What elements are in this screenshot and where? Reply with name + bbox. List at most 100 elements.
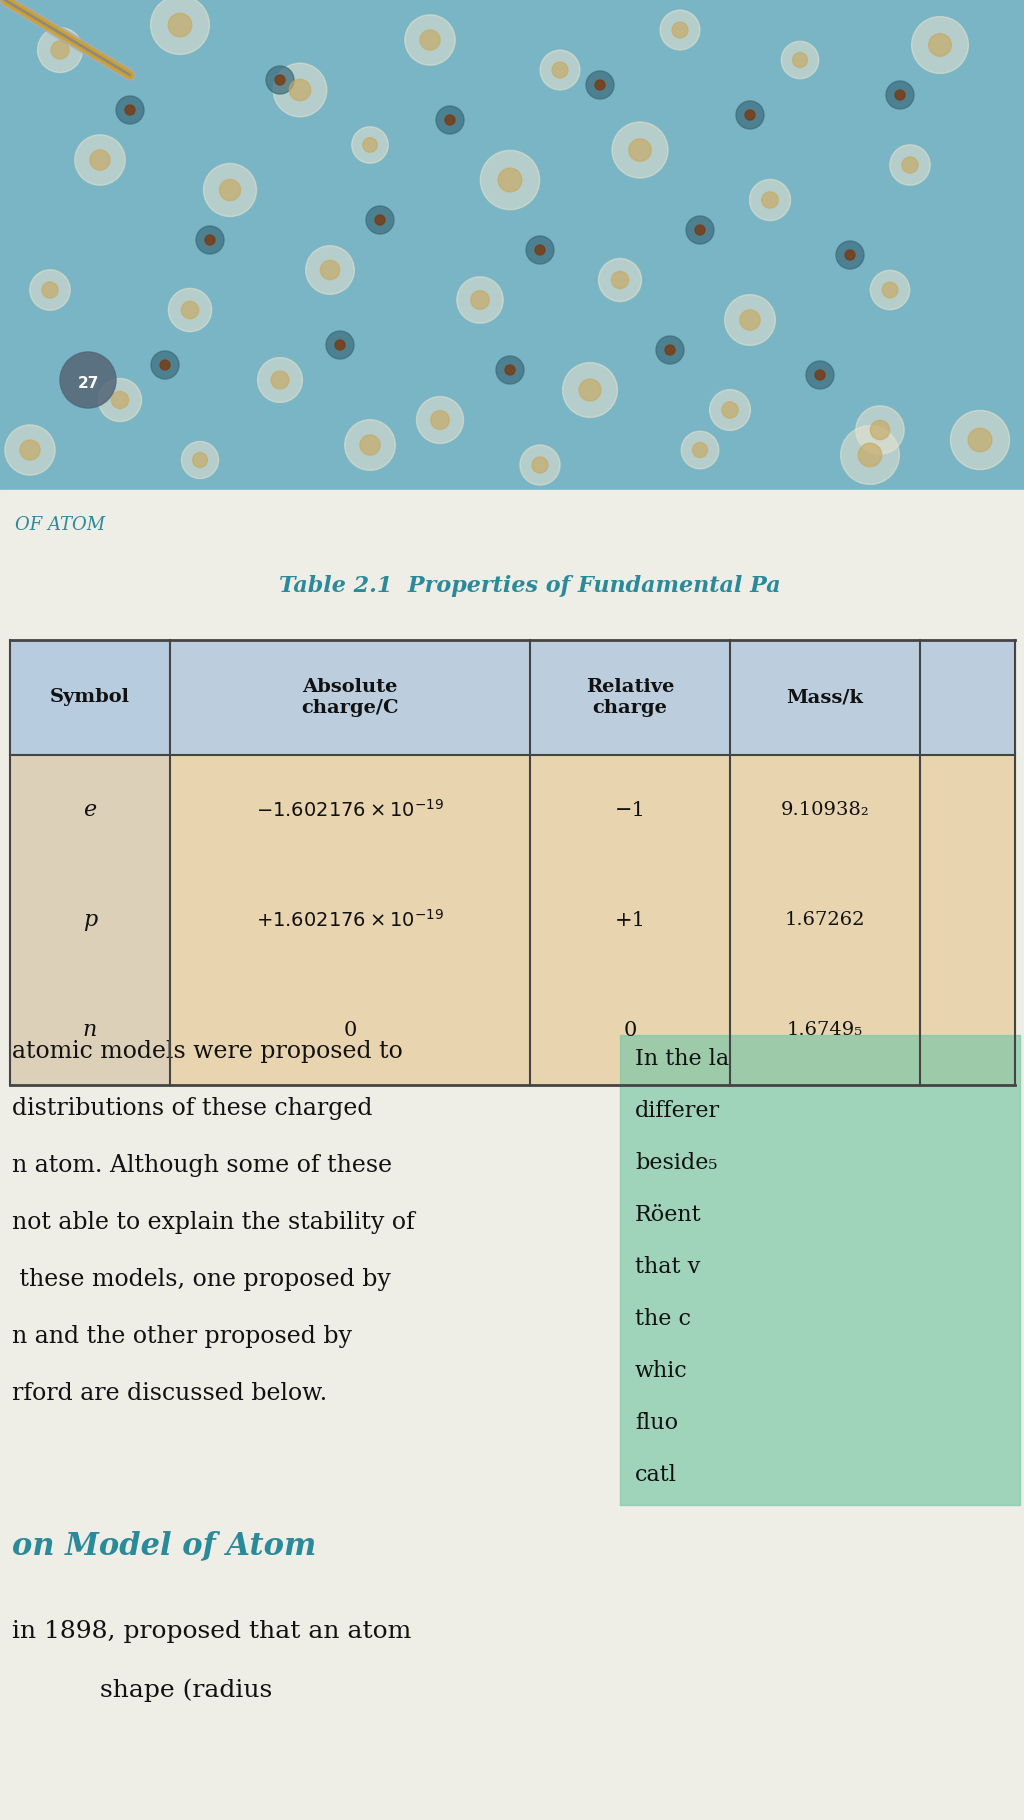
- Circle shape: [526, 237, 554, 264]
- Circle shape: [968, 428, 992, 451]
- Circle shape: [480, 151, 540, 209]
- Text: $+1.602176\times10^{-19}$: $+1.602176\times10^{-19}$: [256, 908, 444, 932]
- Circle shape: [611, 271, 629, 289]
- Text: whic: whic: [635, 1360, 688, 1381]
- Circle shape: [629, 138, 651, 162]
- Text: +1: +1: [614, 910, 645, 930]
- Circle shape: [168, 288, 212, 331]
- Circle shape: [335, 340, 345, 349]
- Circle shape: [75, 135, 125, 186]
- Circle shape: [692, 442, 708, 457]
- Text: the c: the c: [635, 1309, 691, 1330]
- Text: shape (radius: shape (radius: [12, 1678, 272, 1702]
- Bar: [170, 755, 1015, 1085]
- Bar: [0, 0, 1024, 490]
- Circle shape: [890, 146, 930, 186]
- Circle shape: [60, 351, 116, 408]
- Text: $-1.602176\times10^{-19}$: $-1.602176\times10^{-19}$: [256, 799, 444, 821]
- Circle shape: [19, 440, 40, 460]
- Text: Table 2.1  Properties of Fundamental Pa: Table 2.1 Properties of Fundamental Pa: [280, 575, 781, 597]
- Circle shape: [266, 66, 294, 95]
- Circle shape: [219, 180, 241, 200]
- Circle shape: [793, 53, 808, 67]
- Circle shape: [781, 42, 819, 78]
- Text: rford are discussed below.: rford are discussed below.: [12, 1381, 328, 1405]
- Circle shape: [420, 29, 440, 51]
- Circle shape: [722, 402, 738, 419]
- Text: that v: that v: [635, 1256, 700, 1278]
- Text: atomic models were proposed to: atomic models were proposed to: [12, 1039, 402, 1063]
- Circle shape: [181, 442, 218, 479]
- Circle shape: [51, 42, 69, 58]
- Text: catl: catl: [635, 1463, 677, 1485]
- Circle shape: [359, 435, 380, 455]
- Text: Röent: Röent: [635, 1205, 701, 1227]
- Circle shape: [321, 260, 340, 280]
- Bar: [0, 490, 1024, 1820]
- Circle shape: [579, 379, 601, 400]
- Circle shape: [870, 420, 890, 440]
- Circle shape: [90, 149, 111, 169]
- Circle shape: [660, 11, 699, 49]
- Circle shape: [858, 444, 882, 466]
- Text: 27: 27: [78, 375, 98, 391]
- Circle shape: [815, 369, 825, 380]
- Circle shape: [505, 366, 515, 375]
- Circle shape: [740, 309, 760, 329]
- Circle shape: [586, 71, 614, 98]
- Bar: [620, 1036, 1020, 1505]
- Circle shape: [736, 100, 764, 129]
- Circle shape: [151, 0, 210, 55]
- Text: differer: differer: [635, 1099, 720, 1121]
- Circle shape: [160, 360, 170, 369]
- Bar: [10, 641, 170, 755]
- Circle shape: [193, 453, 208, 468]
- Circle shape: [725, 295, 775, 346]
- Circle shape: [362, 138, 377, 153]
- Circle shape: [431, 411, 450, 430]
- Text: these models, one proposed by: these models, one proposed by: [12, 1269, 391, 1290]
- Circle shape: [710, 389, 751, 430]
- Circle shape: [540, 51, 580, 89]
- Circle shape: [5, 424, 55, 475]
- Circle shape: [125, 106, 135, 115]
- Circle shape: [806, 360, 834, 389]
- Circle shape: [598, 258, 641, 302]
- Circle shape: [686, 217, 714, 244]
- Text: 0: 0: [343, 1021, 356, 1039]
- Text: distributions of these charged: distributions of these charged: [12, 1097, 373, 1119]
- Circle shape: [595, 80, 605, 89]
- Circle shape: [532, 457, 548, 473]
- Circle shape: [38, 27, 83, 73]
- Circle shape: [290, 80, 310, 100]
- Circle shape: [695, 226, 705, 235]
- Circle shape: [204, 164, 256, 217]
- Circle shape: [762, 191, 778, 207]
- Circle shape: [445, 115, 455, 126]
- Circle shape: [471, 291, 489, 309]
- Circle shape: [112, 391, 129, 410]
- Circle shape: [535, 246, 545, 255]
- Text: beside₅: beside₅: [635, 1152, 718, 1174]
- Circle shape: [520, 444, 560, 486]
- Circle shape: [306, 246, 354, 295]
- Circle shape: [271, 371, 289, 389]
- Text: Relative
charge: Relative charge: [586, 679, 674, 717]
- Circle shape: [151, 351, 179, 379]
- Circle shape: [845, 249, 855, 260]
- Circle shape: [562, 362, 617, 417]
- Text: 0: 0: [624, 1021, 637, 1039]
- Circle shape: [258, 357, 302, 402]
- Circle shape: [116, 96, 144, 124]
- Circle shape: [612, 122, 668, 178]
- Text: n: n: [83, 1019, 97, 1041]
- Circle shape: [856, 406, 904, 455]
- Text: Mass/k: Mass/k: [786, 688, 863, 706]
- Text: in 1898, proposed that an atom: in 1898, proposed that an atom: [12, 1620, 412, 1643]
- Circle shape: [665, 346, 675, 355]
- Circle shape: [911, 16, 969, 73]
- Circle shape: [681, 431, 719, 470]
- Circle shape: [30, 269, 71, 309]
- Circle shape: [375, 215, 385, 226]
- Circle shape: [929, 33, 951, 56]
